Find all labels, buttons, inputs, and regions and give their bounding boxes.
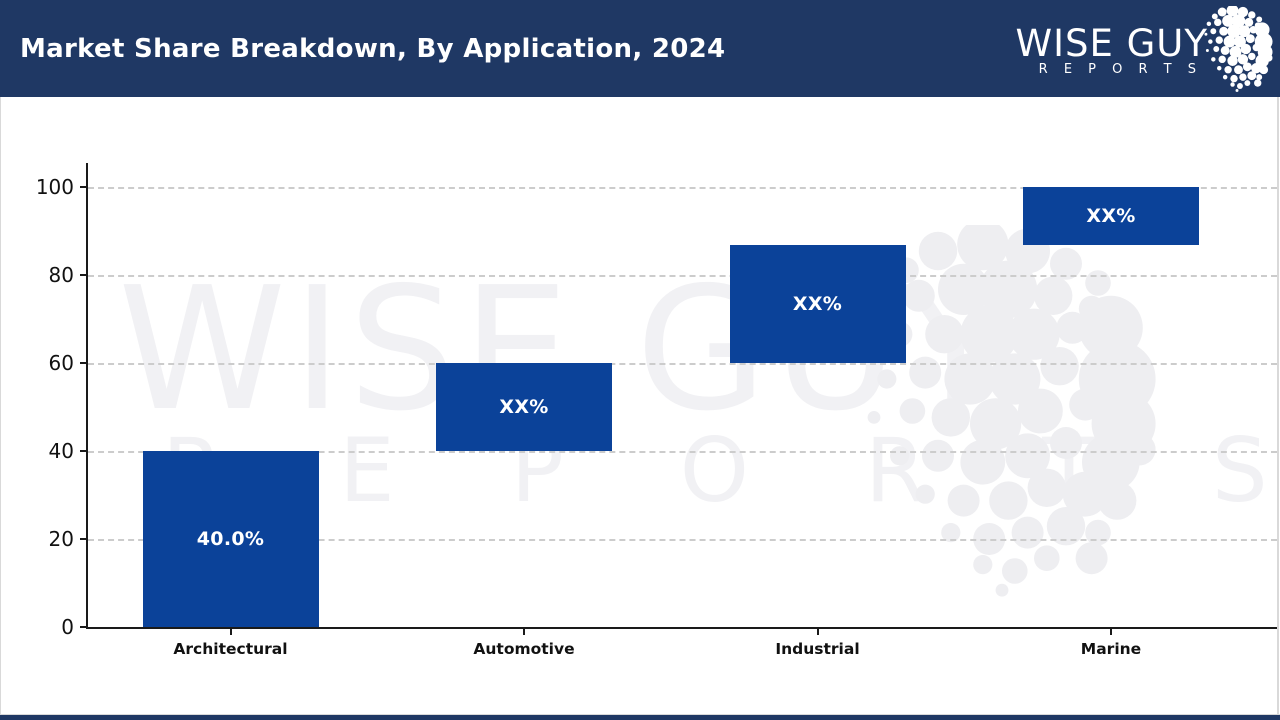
y-tick-label: 100 — [35, 174, 74, 199]
footer-bar — [0, 715, 1280, 720]
page-title: Market Share Breakdown, By Application, … — [20, 33, 726, 64]
chart-area: WISE GUY R E P O R T S 0 20 40 60 80 100 40.0%… — [0, 97, 1280, 715]
header-bar: Market Share Breakdown, By Application, … — [0, 0, 1280, 97]
chart-right-border — [1277, 97, 1279, 715]
y-tick-mark — [80, 185, 86, 188]
x-tick-mark — [229, 629, 232, 635]
bar-value-label: 40.0% — [196, 527, 265, 550]
y-tick-mark — [80, 361, 86, 364]
logo-wordmark: WISE GUY — [1015, 22, 1208, 65]
x-tick-mark — [816, 629, 819, 635]
logo-head-icon — [1204, 6, 1273, 92]
chart-left-border — [0, 97, 1, 715]
x-category-label: Automotive — [473, 640, 575, 658]
y-tick-mark — [80, 449, 86, 452]
bar-industrial: XX% — [729, 245, 906, 363]
y-axis-line — [86, 163, 88, 629]
bar-architectural: 40.0% — [142, 450, 319, 627]
gridline-100 — [88, 186, 1277, 189]
y-tick-label: 80 — [48, 262, 74, 287]
y-tick-label: 20 — [48, 526, 74, 551]
brand-logo: WISE GUY R E P O R T S — [1016, 0, 1273, 97]
y-tick-mark — [80, 273, 86, 276]
bar-marine: XX% — [1023, 186, 1199, 246]
gridline-60 — [88, 362, 1277, 365]
x-tick-mark — [523, 629, 525, 635]
bar-value-label: XX% — [1086, 204, 1136, 227]
bar-value-label: XX% — [499, 395, 549, 418]
bar-automotive: XX% — [436, 362, 612, 451]
y-tick-label: 40 — [48, 438, 74, 463]
x-category-label: Industrial — [775, 640, 860, 658]
x-axis-line — [86, 627, 1277, 629]
gridline-40 — [88, 450, 1277, 453]
gridline-20 — [88, 538, 1277, 541]
x-tick-mark — [1110, 629, 1112, 635]
logo-subtext: R E P O R T S — [1038, 62, 1202, 77]
y-tick-label: 60 — [48, 350, 74, 375]
bar-value-label: XX% — [792, 292, 843, 315]
x-category-label: Architectural — [173, 640, 288, 658]
chart-bottom-border — [0, 714, 1280, 715]
x-category-label: Marine — [1080, 640, 1142, 658]
y-tick-mark — [80, 537, 86, 540]
y-tick-mark — [80, 626, 86, 628]
y-tick-label: 0 — [61, 615, 74, 639]
gridline-80 — [88, 274, 1277, 277]
